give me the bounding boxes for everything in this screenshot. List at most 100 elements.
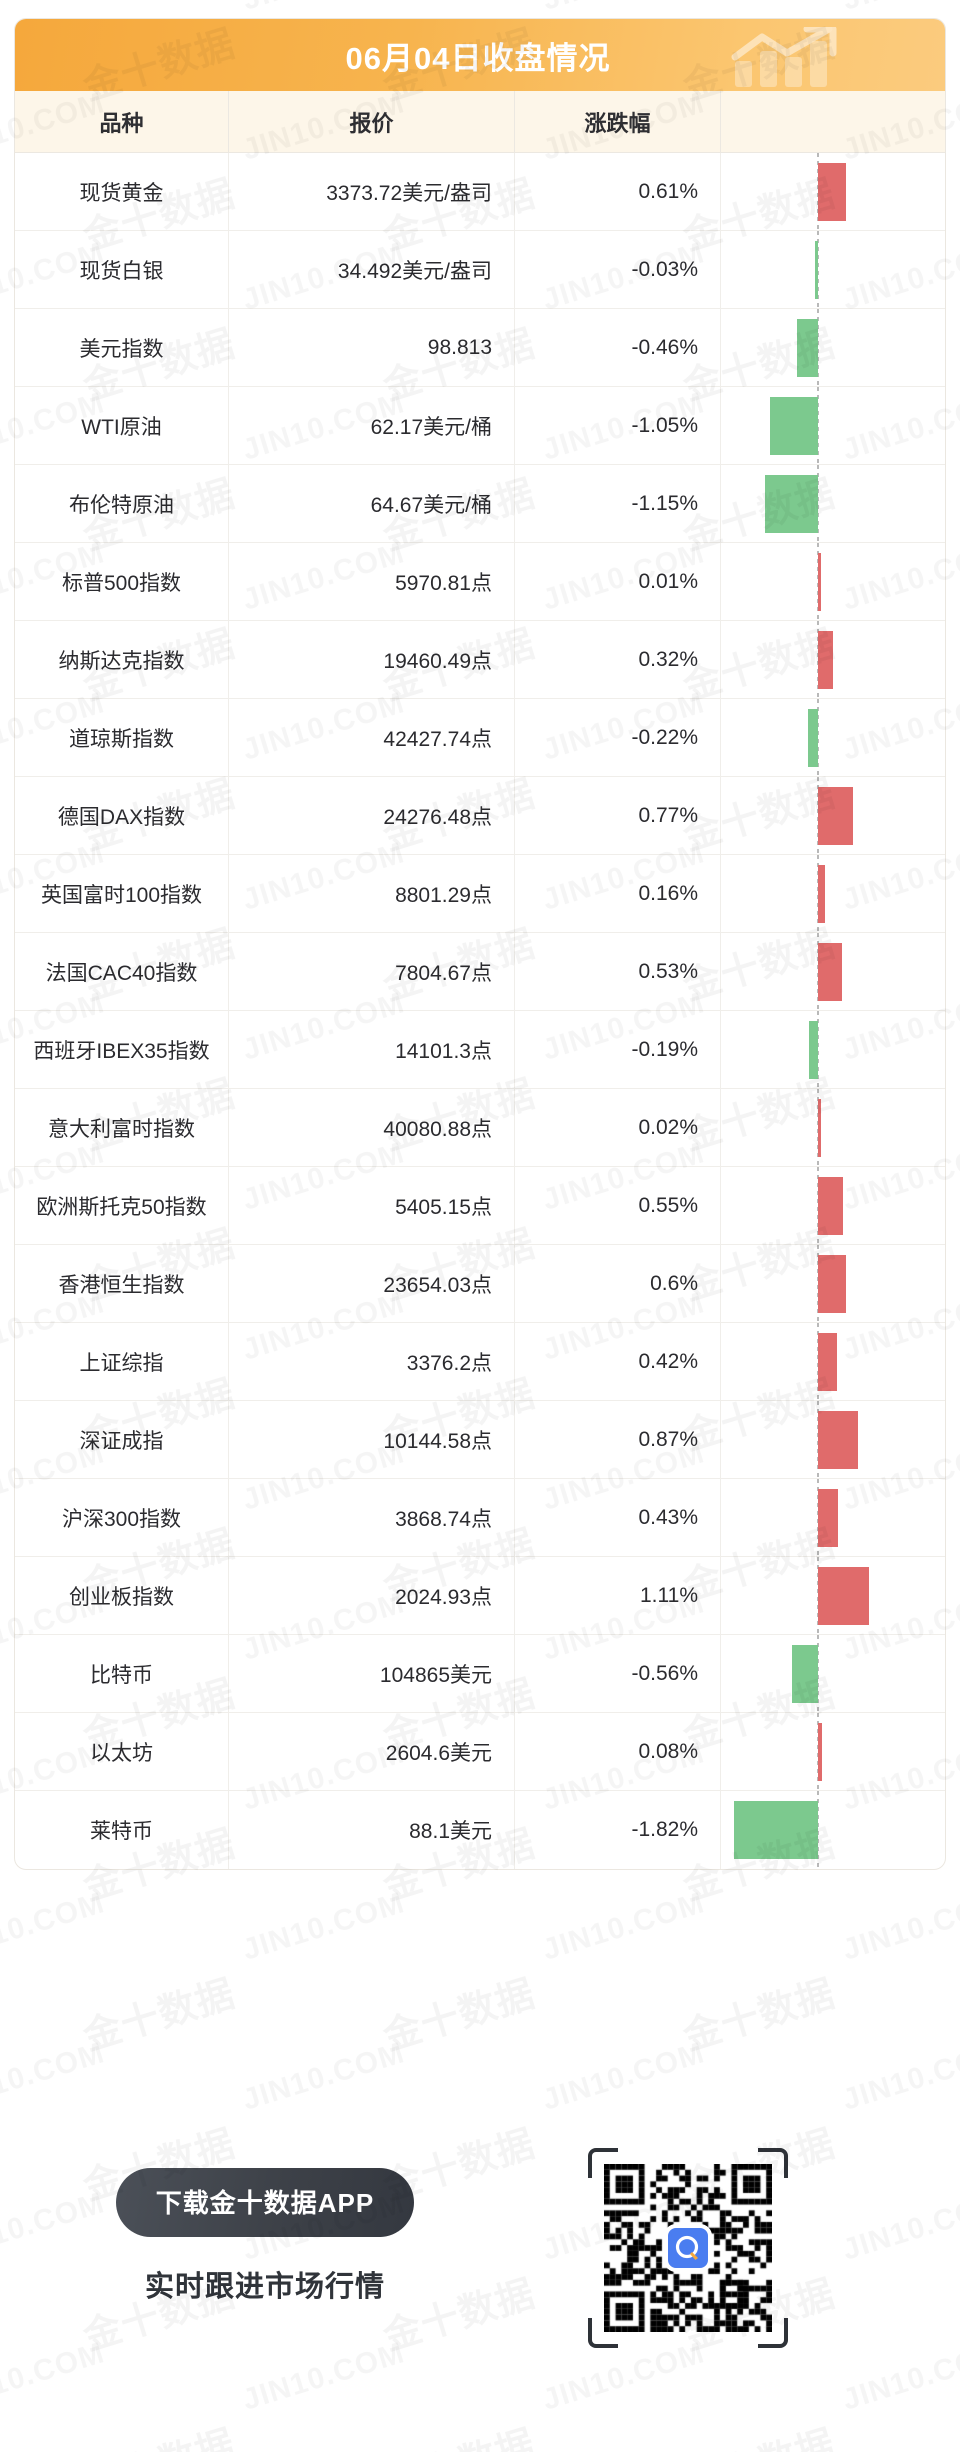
change-bar-positive bbox=[818, 786, 854, 845]
cell-instrument-name: 沪深300指数 bbox=[15, 1479, 229, 1556]
cell-change-percent: 0.08% bbox=[515, 1713, 721, 1790]
column-header-price: 报价 bbox=[229, 91, 515, 152]
table-row: 深证成指 10144.58点 0.87% bbox=[15, 1401, 945, 1479]
cell-change-percent: 0.01% bbox=[515, 543, 721, 620]
watermark-text: JIN10.COM bbox=[839, 0, 960, 18]
cell-change-bar bbox=[721, 1089, 945, 1166]
cell-instrument-name: 欧洲斯托克50指数 bbox=[15, 1167, 229, 1244]
cell-price: 88.1美元 bbox=[229, 1791, 515, 1869]
cell-instrument-name: 标普500指数 bbox=[15, 543, 229, 620]
cell-instrument-name: 香港恒生指数 bbox=[15, 1245, 229, 1322]
change-bar-negative bbox=[796, 318, 818, 377]
cell-change-bar bbox=[721, 543, 945, 620]
watermark-text: JIN10.COM bbox=[0, 2036, 109, 2117]
change-bar-negative bbox=[815, 240, 818, 299]
change-bar-positive bbox=[818, 1410, 859, 1469]
cell-change-bar bbox=[721, 699, 945, 776]
cell-price: 3868.74点 bbox=[229, 1479, 515, 1556]
cell-instrument-name: 现货白银 bbox=[15, 231, 229, 308]
change-bar-negative bbox=[792, 1644, 818, 1703]
cell-price: 23654.03点 bbox=[229, 1245, 515, 1322]
cell-price: 2604.6美元 bbox=[229, 1713, 515, 1790]
watermark-text: JIN10.COM bbox=[239, 1886, 409, 1967]
cell-change-bar bbox=[721, 1167, 945, 1244]
change-bar-positive bbox=[818, 1722, 822, 1781]
change-bar-positive bbox=[818, 942, 843, 1001]
watermark-text: JIN10.COM bbox=[0, 0, 109, 18]
cell-price: 5970.81点 bbox=[229, 543, 515, 620]
change-bar-positive bbox=[818, 630, 833, 689]
cell-instrument-name: WTI原油 bbox=[15, 387, 229, 464]
cell-price: 24276.48点 bbox=[229, 777, 515, 854]
change-bar-positive bbox=[818, 1566, 870, 1625]
promo-tagline: 实时跟进市场行情 bbox=[144, 2271, 385, 2303]
cell-change-bar bbox=[721, 1245, 945, 1322]
cell-price: 3373.72美元/盎司 bbox=[229, 153, 515, 230]
cell-change-bar bbox=[721, 1401, 945, 1478]
watermark-text: JIN10.COM bbox=[539, 0, 709, 18]
cell-price: 5405.15点 bbox=[229, 1167, 515, 1244]
cell-price: 2024.93点 bbox=[229, 1557, 515, 1634]
cell-change-percent: -0.03% bbox=[515, 231, 721, 308]
change-bar-positive bbox=[818, 552, 821, 611]
cell-change-percent: -1.82% bbox=[515, 1791, 721, 1869]
cell-change-bar bbox=[721, 1557, 945, 1634]
cell-price: 7804.67点 bbox=[229, 933, 515, 1010]
cell-price: 64.67美元/桶 bbox=[229, 465, 515, 542]
cell-change-bar bbox=[721, 231, 945, 308]
cell-price: 104865美元 bbox=[229, 1635, 515, 1712]
watermark-text: JIN10.COM bbox=[839, 2036, 960, 2117]
qr-bracket-bottom-left bbox=[588, 2318, 618, 2348]
change-bar-positive bbox=[818, 1176, 844, 1235]
download-app-button[interactable]: 下载金十数据APP bbox=[115, 2168, 415, 2237]
bar-chart-uptrend-icon bbox=[731, 27, 837, 87]
table-row: WTI原油 62.17美元/桶 -1.05% bbox=[15, 387, 945, 465]
zero-baseline bbox=[817, 1635, 819, 1712]
cell-change-percent: 1.11% bbox=[515, 1557, 721, 1634]
promo-text-group: 下载金十数据APP 实时跟进市场行情 bbox=[40, 2168, 490, 2305]
cell-change-percent: 0.61% bbox=[515, 153, 721, 230]
cell-change-percent: 0.77% bbox=[515, 777, 721, 854]
cell-change-bar bbox=[721, 153, 945, 230]
watermark-text: JIN10.COM bbox=[839, 1886, 960, 1967]
cell-change-percent: 0.32% bbox=[515, 621, 721, 698]
cell-change-bar bbox=[721, 465, 945, 542]
cell-instrument-name: 现货黄金 bbox=[15, 153, 229, 230]
watermark-text: JIN10.COM bbox=[539, 1886, 709, 1967]
cell-change-percent: 0.16% bbox=[515, 855, 721, 932]
cell-price: 3376.2点 bbox=[229, 1323, 515, 1400]
cell-instrument-name: 创业板指数 bbox=[15, 1557, 229, 1634]
cell-instrument-name: 莱特币 bbox=[15, 1791, 229, 1869]
change-bar-positive bbox=[818, 1098, 821, 1157]
cell-change-percent: 0.02% bbox=[515, 1089, 721, 1166]
table-row: 道琼斯指数 42427.74点 -0.22% bbox=[15, 699, 945, 777]
cell-instrument-name: 西班牙IBEX35指数 bbox=[15, 1011, 229, 1088]
cell-price: 98.813 bbox=[229, 309, 515, 386]
change-bar-positive bbox=[818, 1254, 846, 1313]
watermark-text: 金十数据 bbox=[675, 1962, 840, 2060]
cell-change-percent: 0.53% bbox=[515, 933, 721, 1010]
table-row: 西班牙IBEX35指数 14101.3点 -0.19% bbox=[15, 1011, 945, 1089]
qr-bracket-top-left bbox=[588, 2148, 618, 2178]
cell-change-bar bbox=[721, 777, 945, 854]
cell-instrument-name: 纳斯达克指数 bbox=[15, 621, 229, 698]
table-row: 现货黄金 3373.72美元/盎司 0.61% bbox=[15, 153, 945, 231]
cell-change-bar bbox=[721, 933, 945, 1010]
cell-change-bar bbox=[721, 387, 945, 464]
zero-baseline bbox=[817, 231, 819, 308]
column-header-bar bbox=[721, 91, 945, 152]
cell-instrument-name: 比特币 bbox=[15, 1635, 229, 1712]
cell-change-bar bbox=[721, 1635, 945, 1712]
zero-baseline bbox=[817, 465, 819, 542]
cell-change-bar bbox=[721, 855, 945, 932]
qr-code[interactable] bbox=[588, 2148, 788, 2348]
app-promo-footer: 下载金十数据APP 实时跟进市场行情 bbox=[0, 2128, 960, 2428]
cell-change-bar bbox=[721, 309, 945, 386]
cell-change-percent: -1.15% bbox=[515, 465, 721, 542]
table-row: 现货白银 34.492美元/盎司 -0.03% bbox=[15, 231, 945, 309]
cell-instrument-name: 上证综指 bbox=[15, 1323, 229, 1400]
cell-price: 19460.49点 bbox=[229, 621, 515, 698]
table-row: 标普500指数 5970.81点 0.01% bbox=[15, 543, 945, 621]
cell-change-bar bbox=[721, 1713, 945, 1790]
zero-baseline bbox=[817, 1791, 819, 1869]
